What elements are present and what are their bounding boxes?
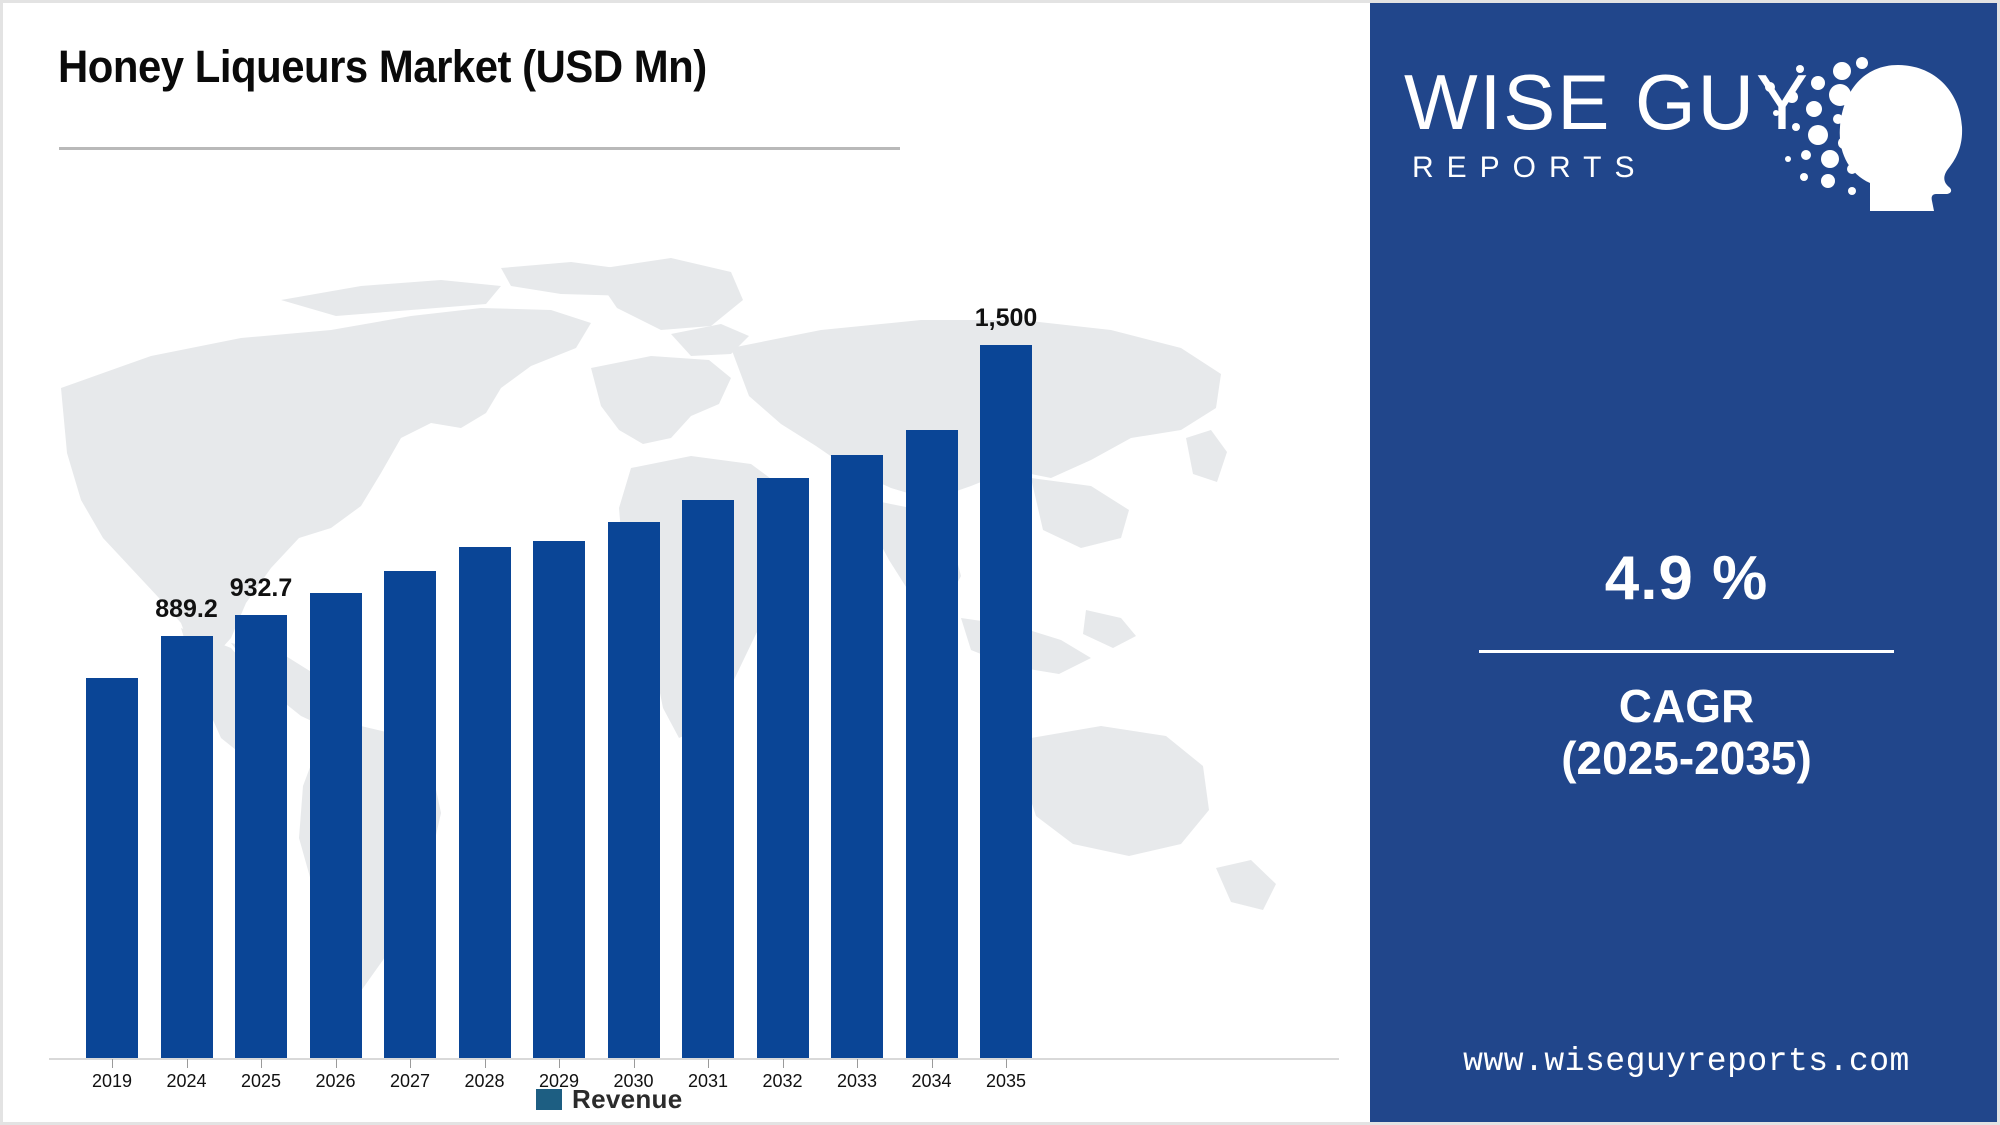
title-divider [59, 147, 900, 150]
x-axis-label-2032: 2032 [762, 1071, 803, 1091]
x-axis-label-2029: 2029 [538, 1071, 580, 1091]
bar-value-label-2024: 889.2 [155, 595, 218, 623]
bar-rect-2031 [682, 500, 734, 1058]
x-tick-2033 [857, 1059, 858, 1068]
chart-baseline [49, 1058, 1339, 1060]
x-axis-label-2027: 2027 [389, 1071, 431, 1091]
bar-2030 [607, 522, 660, 1058]
x-axis-label-2019: 2019 [91, 1071, 133, 1091]
x-tick-2026 [335, 1059, 337, 1068]
bar-rect-2035 [980, 345, 1032, 1058]
x-axis-label-2025: 2025 [240, 1071, 282, 1091]
bar-2025: 932.7 [230, 574, 292, 1058]
cagr-period: (2025-2035) [1561, 731, 1812, 784]
x-tick-2024 [186, 1059, 188, 1068]
x-axis-label-2031: 2031 [687, 1071, 729, 1091]
bar-2034 [905, 430, 958, 1058]
bar-2035: 1,500 [975, 304, 1037, 1058]
bar-2019 [86, 678, 138, 1058]
bar-rect-2034 [905, 430, 958, 1058]
legend-swatch-revenue [536, 1089, 562, 1110]
bar-2024: 889.2 [155, 595, 218, 1058]
bar-chart-plot: 2019 889.2 2024 932.7 2025 2026 2027 2028 2029 20… [3, 3, 1370, 1122]
x-axis-label-2026: 2026 [315, 1071, 356, 1091]
legend-label-revenue: Revenue [572, 1084, 683, 1114]
bar-rect-2027 [384, 571, 436, 1058]
x-axis-label-2030: 2030 [613, 1071, 654, 1091]
brand-panel: WISE GUY REPORTS [1370, 3, 1997, 1122]
bar-value-label-2025: 932.7 [229, 574, 293, 602]
bar-rect-2028 [458, 547, 511, 1058]
website-url[interactable]: www.wiseguyreports.com [1463, 1043, 1910, 1080]
x-axis-label-2033: 2033 [836, 1071, 878, 1091]
x-tick-2019 [112, 1059, 113, 1068]
bar-2033 [831, 455, 883, 1058]
bar-2029 [533, 541, 585, 1058]
chart-panel: Honey Liqueurs Market (USD Mn) [3, 3, 1370, 1122]
cagr-value: 4.9 % [1604, 544, 1769, 613]
bar-2032 [756, 478, 809, 1058]
x-axis-label-2028: 2028 [464, 1071, 505, 1091]
cagr-block: 4.9 % CAGR (2025-2035) [1370, 544, 1997, 784]
bar-rect-2025 [235, 615, 287, 1058]
bar-rect-2026 [309, 593, 362, 1058]
bar-rect-2024 [160, 636, 213, 1058]
page-title: Honey Liqueurs Market (USD Mn) [58, 41, 707, 92]
bar-2027 [384, 571, 436, 1058]
bar-value-label-2035: 1,500 [974, 304, 1038, 332]
x-tick-2025 [261, 1059, 262, 1068]
x-tick-2034 [931, 1059, 933, 1068]
bar-rect-2019 [86, 678, 138, 1058]
bar-rect-2030 [607, 522, 660, 1058]
x-tick-2029 [559, 1059, 560, 1068]
bar-2031 [682, 500, 734, 1058]
wiseguy-reports-logo: WISE GUY REPORTS [1400, 51, 1980, 211]
x-axis-label-2035: 2035 [985, 1071, 1027, 1091]
bar-rect-2032 [756, 478, 809, 1058]
x-tick-2027 [410, 1059, 411, 1068]
x-tick-2031 [708, 1059, 709, 1068]
x-tick-2030 [633, 1059, 635, 1068]
bar-2026 [309, 593, 362, 1058]
bar-2028 [458, 547, 511, 1058]
x-axis-label-2034: 2034 [911, 1071, 952, 1091]
chart-legend: Revenue [536, 1084, 682, 1115]
x-tick-2035 [1006, 1059, 1007, 1068]
x-axis-label-2024: 2024 [166, 1071, 207, 1091]
bar-rect-2033 [831, 455, 883, 1058]
bar-rect-2029 [533, 541, 585, 1058]
x-tick-2032 [782, 1059, 784, 1068]
x-tick-2028 [484, 1059, 486, 1068]
cagr-label: CAGR [1618, 680, 1755, 732]
svg-text:WISE GUY: WISE GUY [1404, 58, 1810, 146]
svg-text:REPORTS: REPORTS [1412, 151, 1647, 184]
cagr-divider [1479, 650, 1894, 653]
